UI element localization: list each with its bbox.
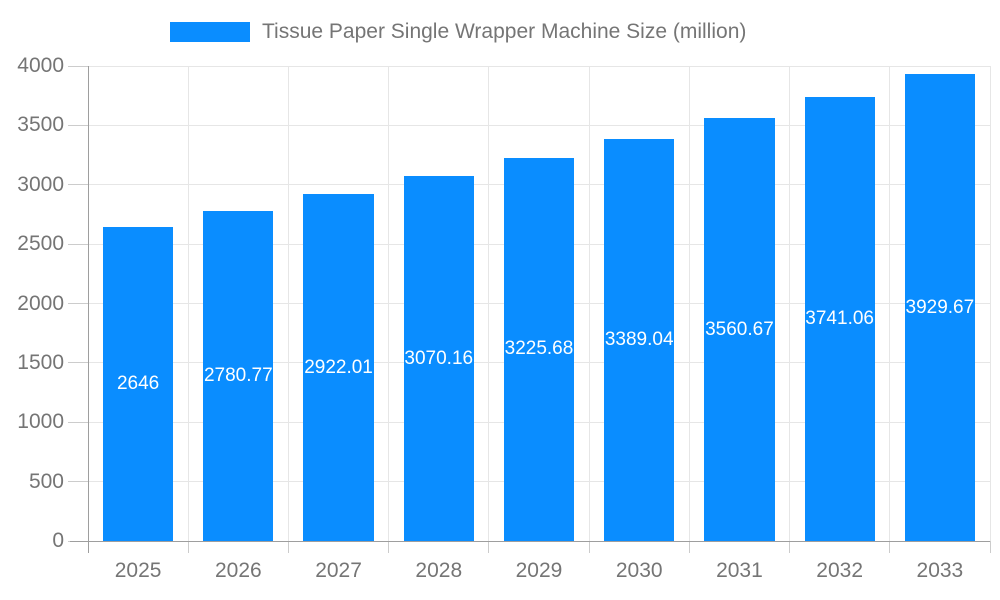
- y-axis-tick-label: 0: [52, 529, 64, 552]
- y-axis-tick: [68, 184, 88, 186]
- y-axis-tick: [68, 303, 88, 304]
- bar-value-label: 3929.67: [905, 296, 975, 318]
- h-gridline: [88, 124, 990, 126]
- bar-value-label: 3741.06: [805, 307, 874, 329]
- x-axis-tick: [688, 541, 690, 553]
- bar-value-label: 3389.04: [604, 328, 674, 350]
- x-axis-tick-label: 2028: [415, 559, 463, 582]
- y-axis-tick: [68, 124, 88, 126]
- x-axis-tick: [388, 541, 390, 553]
- bar-2031[interactable]: 3560.67: [704, 118, 775, 541]
- x-axis-tick-label: 2026: [214, 559, 262, 582]
- x-axis-tick-label: 2030: [615, 559, 663, 582]
- y-axis-tick-label: 3500: [17, 113, 64, 137]
- y-axis-tick-label: 500: [28, 469, 64, 493]
- x-axis-tick: [588, 541, 590, 553]
- bar-value-label: 2780.77: [203, 364, 273, 386]
- y-axis-tick-label: 1000: [17, 410, 64, 434]
- v-gridline: [989, 66, 991, 541]
- x-axis-line: [70, 541, 990, 542]
- legend-swatch: [170, 22, 250, 42]
- y-axis-tick: [68, 481, 88, 483]
- bar-value-label: 3225.68: [504, 338, 574, 360]
- bar-2026[interactable]: 2780.77: [203, 210, 274, 541]
- bar-2032[interactable]: 3741.06: [804, 96, 875, 541]
- x-axis-tick-label: 2027: [315, 559, 362, 582]
- bar-2029[interactable]: 3225.68: [503, 157, 575, 541]
- legend-label: Tissue Paper Single Wrapper Machine Size…: [262, 20, 747, 43]
- bar-2028[interactable]: 3070.16: [403, 176, 474, 541]
- v-gridline: [688, 66, 690, 541]
- y-axis-tick-label: 4000: [17, 54, 64, 77]
- bar-value-label: 3560.67: [705, 318, 774, 340]
- y-axis-tick: [68, 243, 88, 245]
- v-gridline: [789, 66, 791, 541]
- v-gridline: [889, 66, 891, 541]
- x-axis-tick: [889, 541, 891, 553]
- bar-value-label: 3070.16: [404, 347, 474, 369]
- bar-value-label: 2922.01: [304, 356, 373, 378]
- v-gridline: [287, 66, 289, 541]
- x-axis-tick-label: 2031: [716, 559, 763, 582]
- y-axis-tick: [68, 421, 88, 423]
- y-axis-tick: [68, 65, 88, 67]
- x-axis-tick-label: 2029: [515, 559, 563, 582]
- bar-2033[interactable]: 3929.67: [904, 74, 975, 541]
- x-axis-tick: [488, 541, 490, 553]
- legend-item[interactable]: Tissue Paper Single Wrapper Machine Size…: [170, 16, 746, 48]
- bar-2030[interactable]: 3389.04: [604, 138, 675, 541]
- y-axis-tick-label: 1500: [17, 350, 64, 374]
- bar-2027[interactable]: 2922.01: [303, 194, 374, 541]
- v-gridline: [488, 66, 490, 541]
- x-axis-tick-label: 2032: [816, 559, 864, 582]
- y-axis-tick-label: 2000: [17, 291, 64, 315]
- v-gridline: [187, 66, 189, 541]
- x-axis-tick-label: 2025: [114, 559, 162, 582]
- y-axis-line: [88, 66, 89, 553]
- h-gridline: [88, 65, 990, 67]
- v-gridline: [588, 66, 590, 541]
- x-axis-tick: [789, 541, 791, 553]
- bar-2025[interactable]: 2646: [103, 226, 174, 541]
- x-axis-tick: [989, 541, 991, 553]
- x-axis-tick: [187, 541, 189, 553]
- v-gridline: [388, 66, 390, 541]
- plot-area: 2646 2780.77 2922.01 3070.16 3225.68 3389.04 3…: [88, 65, 991, 541]
- y-axis-tick: [68, 362, 88, 364]
- x-axis-tick-label: 2033: [916, 559, 964, 582]
- x-axis-tick: [287, 541, 289, 553]
- bar-value-label: 2646: [116, 372, 160, 394]
- y-axis-tick-label: 2500: [17, 232, 64, 256]
- y-axis-tick-label: 3000: [17, 172, 64, 196]
